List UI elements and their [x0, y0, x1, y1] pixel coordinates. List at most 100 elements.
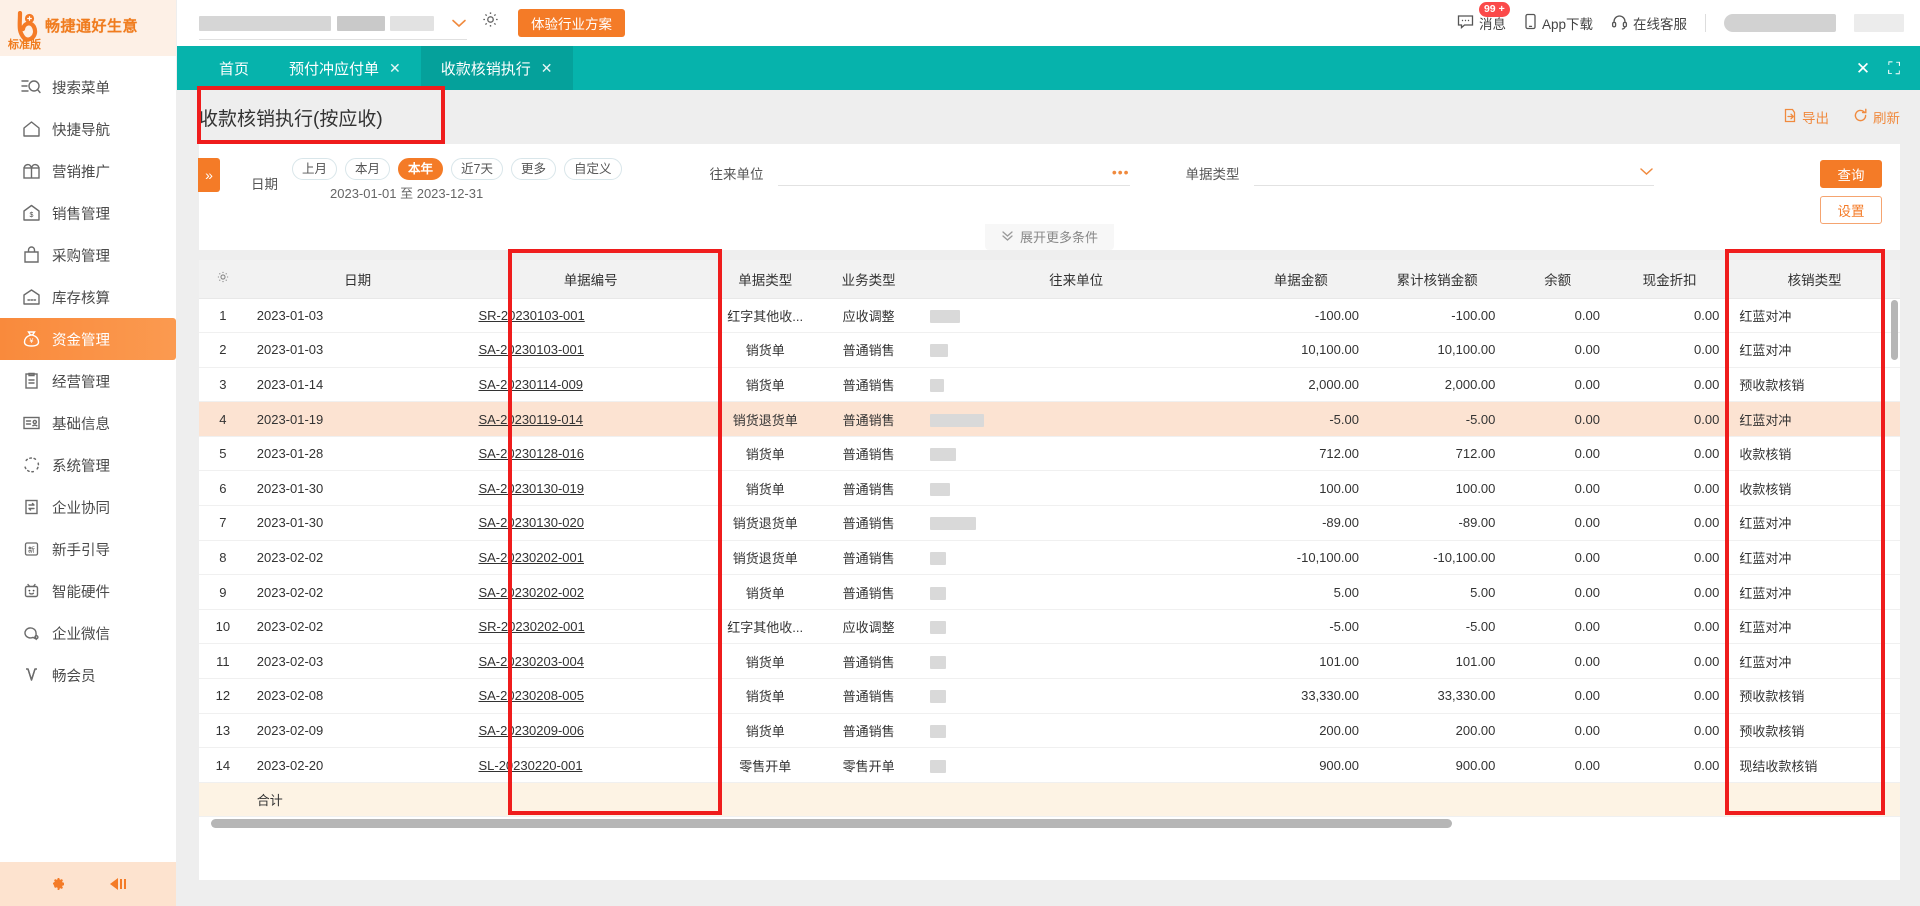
doc-number-link[interactable]: SA-20230103-001	[478, 342, 584, 358]
close-icon[interactable]: ✕	[389, 59, 401, 76]
ellipsis-icon[interactable]: •••	[1111, 163, 1130, 180]
doc-number-link[interactable]: SA-20230202-002	[478, 584, 584, 600]
column-header-doc-amount[interactable]: 单据金额	[1232, 260, 1369, 299]
sidebar-item-quick-nav[interactable]: 快捷导航	[0, 108, 176, 150]
doc-number-link[interactable]: SL-20230220-001	[478, 757, 583, 773]
table-row[interactable]: 12 2023-02-08 SA-20230208-005 销货单 普通销售 33,330…	[199, 678, 1900, 714]
query-button[interactable]: 查询	[1820, 160, 1882, 188]
date-chip-more[interactable]: 更多	[511, 158, 557, 180]
table-row[interactable]: 4 2023-01-19 SA-20230119-014 销货退货单 普通销售 -5.00…	[199, 401, 1900, 437]
cell-doc-number[interactable]: SA-20230130-019	[468, 470, 713, 507]
column-header-cash-discount[interactable]: 现金折扣	[1609, 260, 1730, 299]
date-chip-this-year[interactable]: 本年	[398, 158, 444, 180]
filter-collapse-toggle[interactable]: »	[198, 158, 220, 192]
doc-number-link[interactable]: SA-20230203-004	[478, 653, 584, 669]
tab-home[interactable]: 首页	[199, 46, 269, 90]
doc-number-link[interactable]: SA-20230114-009	[478, 376, 584, 392]
industry-solution-button[interactable]: 体验行业方案	[518, 9, 625, 37]
doc-number-link[interactable]: SA-20230209-006	[478, 722, 584, 738]
refresh-button[interactable]: 刷新	[1853, 107, 1900, 127]
cell-doc-number[interactable]: SL-20230220-001	[468, 747, 713, 783]
org-selector[interactable]	[199, 6, 467, 40]
doc-number-link[interactable]: SA-20230208-005	[478, 688, 584, 704]
sidebar-item-wecom[interactable]: 企业微信	[0, 612, 176, 654]
table-row[interactable]: 3 2023-01-14 SA-20230114-009 销货单 普通销售 2,000.0…	[199, 367, 1900, 403]
column-header-biz-type[interactable]: 业务类型	[817, 260, 920, 299]
date-chip-last-month[interactable]: 上月	[292, 158, 338, 180]
sidebar-item-purchase[interactable]: 采购管理	[0, 234, 176, 276]
date-chip-custom[interactable]: 自定义	[564, 158, 622, 180]
table-row[interactable]: 13 2023-02-09 SA-20230209-006 销货单 普通销售 200.00…	[199, 713, 1900, 749]
chevron-down-icon[interactable]	[451, 16, 467, 31]
column-header-settled-amount[interactable]: 累计核销金额	[1368, 260, 1506, 299]
table-row[interactable]: 11 2023-02-03 SA-20230203-004 销货单 普通销售 101.00…	[199, 643, 1900, 680]
messages-button[interactable]: 消息 99 +	[1457, 2, 1510, 33]
cell-doc-number[interactable]: SR-20230202-001	[468, 609, 713, 645]
doc-number-link[interactable]: SA-20230202-001	[478, 549, 584, 565]
cell-doc-number[interactable]: SA-20230114-009	[468, 367, 713, 403]
column-header-settlement-type[interactable]: 核销类型	[1729, 260, 1900, 299]
table-row[interactable]: 10 2023-02-02 SR-20230202-001 红字其他收... 应收调整 -…	[199, 609, 1900, 645]
fullscreen-icon[interactable]: ⛶	[1888, 58, 1900, 78]
table-row[interactable]: 5 2023-01-28 SA-20230128-016 销货单 普通销售 712.00 7…	[199, 436, 1900, 472]
sidebar-item-basic-info[interactable]: 基础信息	[0, 402, 176, 444]
date-chip-last-7-days[interactable]: 近7天	[451, 158, 503, 180]
table-settings-header[interactable]	[199, 260, 247, 299]
date-chip-this-month[interactable]: 本月	[345, 158, 391, 180]
settings-button[interactable]: 设置	[1820, 196, 1882, 224]
cell-doc-number[interactable]: SA-20230130-020	[468, 505, 713, 541]
column-header-partner[interactable]: 往来单位	[919, 260, 1233, 299]
sidebar-item-new-guide[interactable]: 新 新手引导	[0, 528, 176, 570]
doc-number-link[interactable]: SA-20230119-014	[478, 411, 584, 427]
cell-doc-number[interactable]: SA-20230128-016	[468, 436, 713, 472]
table-row[interactable]: 2 2023-01-03 SA-20230103-001 销货单 普通销售 10,100.…	[199, 332, 1900, 368]
tab-prepay-offset[interactable]: 预付冲应付单 ✕	[269, 46, 421, 90]
partner-input[interactable]: •••	[777, 158, 1130, 186]
sidebar-item-sales[interactable]: $ 销售管理	[0, 192, 176, 234]
cell-doc-number[interactable]: SA-20230203-004	[468, 643, 713, 680]
doc-number-link[interactable]: SA-20230130-019	[478, 480, 584, 496]
gear-icon[interactable]	[48, 875, 66, 893]
column-header-doc-type[interactable]: 单据类型	[712, 260, 818, 299]
sidebar-item-v-member[interactable]: 畅会员	[0, 654, 176, 696]
table-row[interactable]: 1 2023-01-03 SR-20230103-001 红字其他收... 应收调整 -1…	[199, 298, 1900, 334]
cell-doc-number[interactable]: SA-20230208-005	[468, 678, 713, 714]
doc-number-link[interactable]: SA-20230130-020	[478, 515, 584, 531]
gear-icon[interactable]	[481, 10, 500, 32]
cell-doc-number[interactable]: SA-20230119-014	[468, 401, 713, 437]
doc-number-link[interactable]: SR-20230103-001	[478, 307, 585, 323]
app-download-button[interactable]: App下载	[1524, 13, 1593, 33]
doc-number-link[interactable]: SR-20230202-001	[478, 619, 585, 635]
export-button[interactable]: 导出	[1783, 107, 1829, 127]
table-row[interactable]: 9 2023-02-02 SA-20230202-002 销货单 普通销售 5.00 5.0…	[199, 574, 1900, 610]
doctype-select[interactable]	[1253, 158, 1654, 186]
table-row[interactable]: 14 2023-02-20 SL-20230220-001 零售开单 零售开单 900.0…	[199, 747, 1900, 783]
column-header-balance[interactable]: 余额	[1505, 260, 1610, 299]
horizontal-scrollbar[interactable]	[199, 817, 1900, 832]
column-header-doc-number[interactable]: 单据编号	[468, 260, 713, 299]
vertical-scrollbar[interactable]	[1891, 300, 1898, 360]
online-support-button[interactable]: 在线客服	[1611, 13, 1687, 33]
horizontal-scrollbar-thumb[interactable]	[211, 819, 1452, 829]
tab-receipt-settlement[interactable]: 收款核销执行 ✕	[420, 46, 573, 90]
cell-doc-number[interactable]: SR-20230103-001	[468, 298, 713, 334]
table-row[interactable]: 8 2023-02-02 SA-20230202-001 销货退货单 普通销售 -10,1…	[199, 540, 1900, 576]
collapse-icon[interactable]	[106, 876, 128, 892]
gear-icon[interactable]	[216, 272, 230, 287]
sidebar-item-operations[interactable]: 经营管理	[0, 360, 176, 402]
sidebar-item-system[interactable]: 系统管理	[0, 444, 176, 486]
sidebar-item-collaboration[interactable]: 企业协同	[0, 486, 176, 528]
sidebar-item-marketing[interactable]: 营销推广	[0, 150, 176, 192]
sidebar-item-smart-hardware[interactable]: 智能硬件	[0, 570, 176, 612]
table-row[interactable]: 6 2023-01-30 SA-20230130-019 销货单 普通销售 100.00 1…	[199, 470, 1900, 507]
chevron-down-icon[interactable]	[1639, 164, 1654, 179]
cell-doc-number[interactable]: SA-20230103-001	[468, 332, 713, 368]
column-header-date[interactable]: 日期	[246, 260, 469, 299]
close-icon[interactable]: ✕	[1855, 58, 1871, 78]
sidebar-item-fund-management[interactable]: ¥ 资金管理	[0, 318, 176, 360]
cell-doc-number[interactable]: SA-20230202-002	[468, 574, 713, 610]
expand-more-conditions-button[interactable]: 展开更多条件	[984, 224, 1114, 250]
cell-doc-number[interactable]: SA-20230202-001	[468, 540, 713, 576]
sidebar-item-search-menu[interactable]: 搜索菜单	[0, 66, 176, 108]
close-icon[interactable]: ✕	[540, 59, 553, 76]
